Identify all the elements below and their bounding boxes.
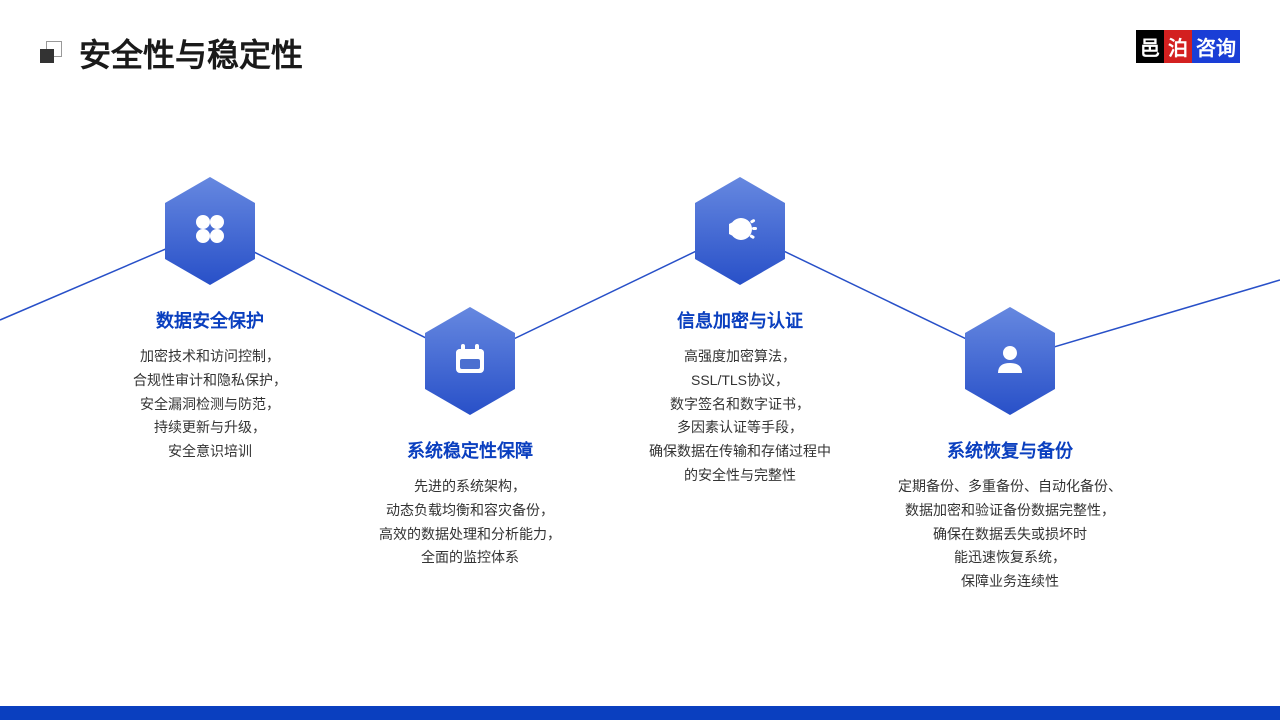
hexagon-icon-container	[690, 175, 790, 287]
logo-part-3: 咨询	[1192, 30, 1240, 63]
bottom-bar	[0, 706, 1280, 720]
hexagon-icon-container	[960, 305, 1060, 417]
calendar-icon	[450, 339, 490, 384]
title-decoration-icon	[40, 41, 64, 65]
feature-item-1: 系统稳定性保障先进的系统架构， 动态负载均衡和容灾备份， 高效的数据处理和分析能…	[350, 305, 590, 570]
clover-icon	[190, 209, 230, 254]
user-icon	[990, 339, 1030, 384]
logo-part-1: 邑	[1136, 30, 1164, 63]
hexagon-icon-container	[420, 305, 520, 417]
brand-logo: 邑 泊 咨询	[1136, 30, 1240, 63]
feature-title: 信息加密与认证	[620, 307, 860, 333]
feature-body: 定期备份、多重备份、自动化备份、 数据加密和验证备份数据完整性， 确保在数据丢失…	[870, 475, 1150, 594]
hexagon-icon-container	[160, 175, 260, 287]
feature-title: 数据安全保护	[110, 307, 310, 333]
feature-item-2: 信息加密与认证高强度加密算法， SSL/TLS协议， 数字签名和数字证书， 多因…	[620, 175, 860, 488]
feature-item-3: 系统恢复与备份定期备份、多重备份、自动化备份、 数据加密和验证备份数据完整性， …	[870, 305, 1150, 594]
feature-item-0: 数据安全保护加密技术和访问控制， 合规性审计和隐私保护， 安全漏洞检测与防范， …	[110, 175, 310, 464]
header: 安全性与稳定性	[40, 30, 303, 76]
logo-part-2: 泊	[1164, 30, 1192, 63]
page-title: 安全性与稳定性	[79, 30, 303, 76]
feature-body: 加密技术和访问控制， 合规性审计和隐私保护， 安全漏洞检测与防范， 持续更新与升…	[110, 345, 310, 464]
feature-body: 先进的系统架构， 动态负载均衡和容灾备份， 高效的数据处理和分析能力， 全面的监…	[350, 475, 590, 570]
megaphone-icon	[719, 208, 761, 255]
feature-title: 系统稳定性保障	[350, 437, 590, 463]
feature-body: 高强度加密算法， SSL/TLS协议， 数字签名和数字证书， 多因素认证等手段，…	[620, 345, 860, 488]
feature-title: 系统恢复与备份	[870, 437, 1150, 463]
